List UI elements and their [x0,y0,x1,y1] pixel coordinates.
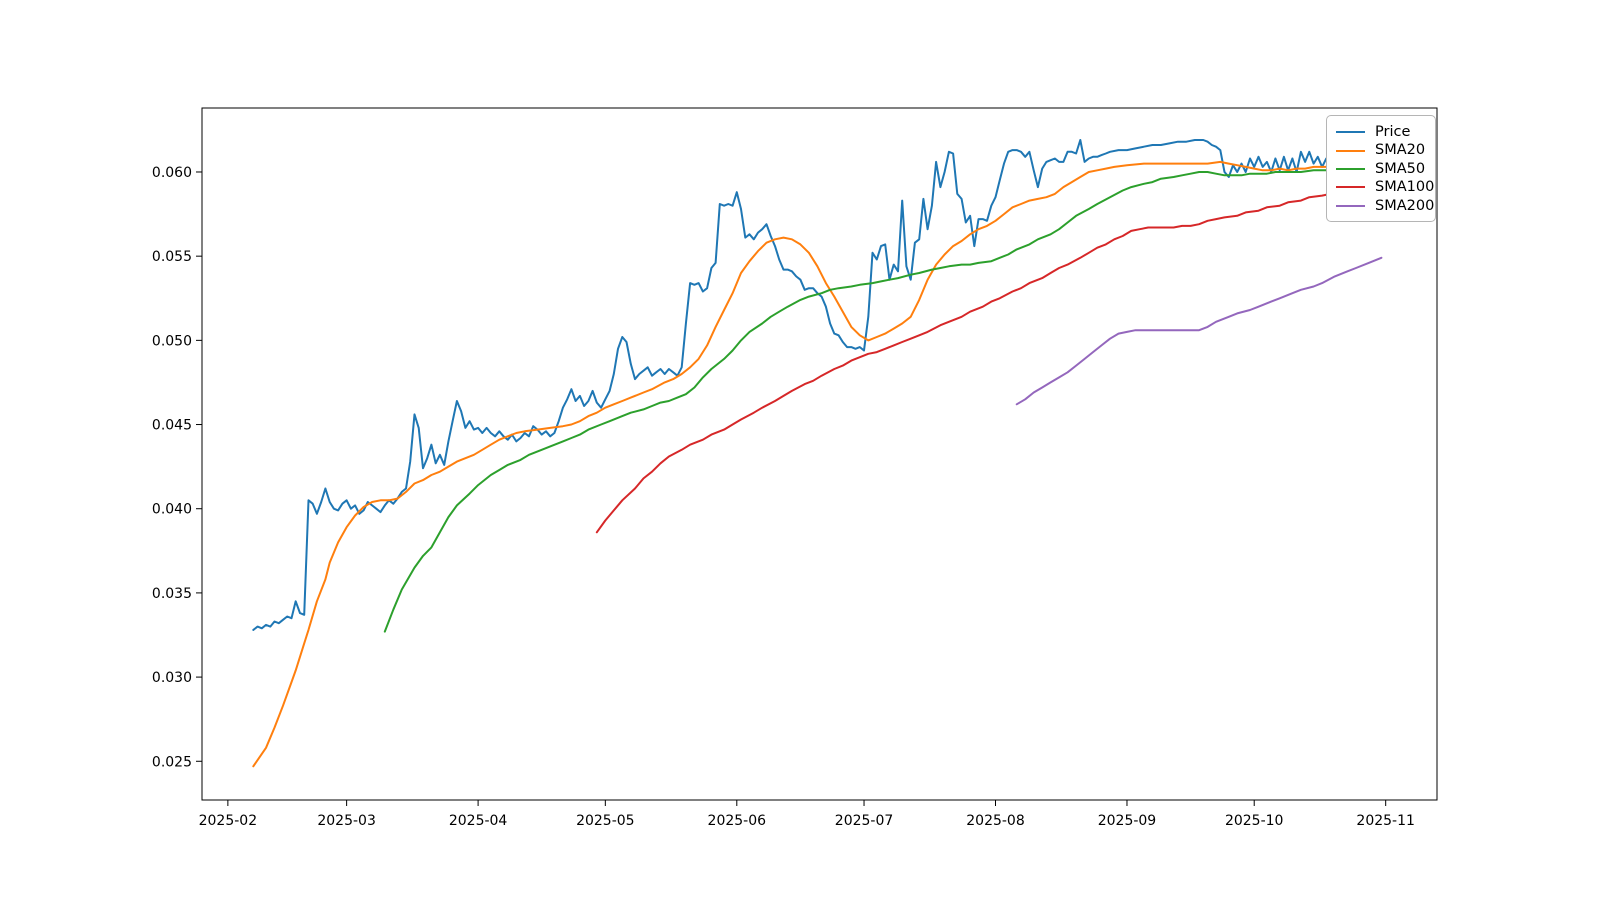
legend: Price SMA20 SMA50 SMA100 SMA200 [1326,115,1436,222]
x-tick-label: 2025-10 [1225,813,1284,829]
x-tick-label: 2025-07 [835,813,894,829]
x-tick-label: 2025-11 [1356,813,1415,829]
y-tick-label: 0.035 [152,586,192,602]
legend-entry-sma100: SMA100 [1336,178,1434,196]
x-tick-label: 2025-04 [449,813,508,829]
sma50-line-sample [1336,168,1365,171]
price-line-sample [1336,131,1365,134]
x-tick-label: 2025-09 [1098,813,1157,829]
series-sma100-line [595,181,1383,534]
y-tick-label: 0.025 [152,754,192,770]
y-tick-label: 0.045 [152,418,192,434]
y-tick-label: 0.040 [152,502,192,518]
y-tick-label: 0.060 [152,165,192,181]
y-tick-label: 0.055 [152,249,192,265]
legend-entry-sma20: SMA20 [1336,141,1426,159]
x-tick-label: 2025-05 [576,813,635,829]
legend-label-sma20: SMA20 [1375,142,1426,159]
legend-entry-price: Price [1336,123,1426,141]
legend-entry-sma200: SMA200 [1336,197,1434,215]
series-sma20-line [252,160,1383,768]
y-tick-label: 0.050 [152,333,192,349]
series-price-line [252,139,1383,631]
x-tick-label: 2025-06 [708,813,767,829]
series-sma50-line [383,167,1383,633]
series-sma200-line [1015,256,1383,406]
x-tick-label: 2025-03 [317,813,376,829]
legend-label-sma200: SMA200 [1375,197,1435,214]
plot-border [201,107,1438,801]
legend-entry-sma50: SMA50 [1336,160,1426,178]
legend-label-price: Price [1375,123,1411,140]
legend-label-sma100: SMA100 [1375,179,1435,196]
sma100-line-sample [1336,186,1365,189]
y-tick-label: 0.030 [152,670,192,686]
legend-label-sma50: SMA50 [1375,160,1426,177]
sma20-line-sample [1336,149,1365,152]
x-tick-label: 2025-08 [966,813,1025,829]
sma200-line-sample [1336,204,1365,207]
x-tick-label: 2025-02 [199,813,258,829]
